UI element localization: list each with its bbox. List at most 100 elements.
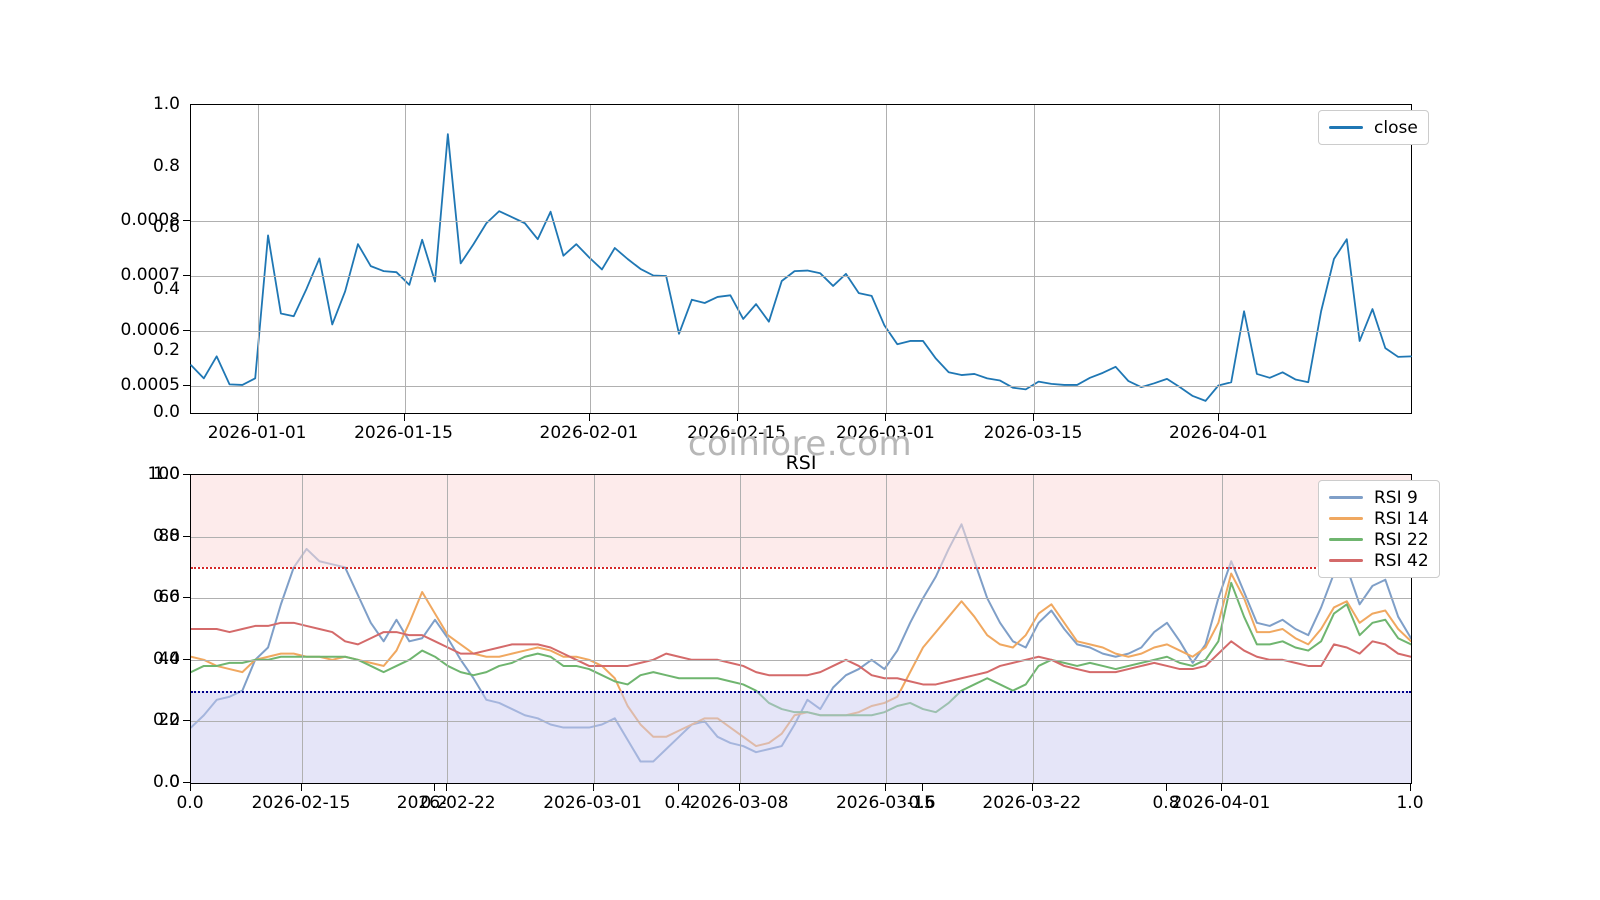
price-y-axis: 0.0005 0.0006 0.0007 0.0008 0.0 0.2 0.4 0.6 0.8 1… — [0, 94, 190, 422]
rsi-ytick-mark — [183, 535, 190, 537]
rsi-ytick-mark — [183, 658, 190, 660]
rsi-ytick-mark — [183, 782, 190, 783]
price-xtick-mark — [736, 414, 738, 421]
rsi-ytick-label: 0 — [169, 772, 180, 792]
price-xtick-label: 2026-03-15 — [983, 423, 1083, 443]
rsi-xtick-label-overlay: 0.2 — [420, 793, 448, 813]
price-xtick-label: 2026-01-15 — [354, 423, 453, 443]
price-legend: close — [1318, 110, 1429, 145]
rsi-ytick-mark — [183, 720, 190, 722]
price-ytick-label: 0.0006 — [120, 319, 180, 340]
legend-color-swatch — [1329, 559, 1363, 562]
price-xtick-label: 2026-02-01 — [539, 423, 639, 443]
price-ytick-label-overlay: 0.4 — [152, 278, 180, 299]
rsi-xtick-mark-overlay — [1166, 784, 1167, 791]
legend-item: RSI 14 — [1329, 508, 1429, 529]
price-xtick-label: 2026-01-01 — [207, 423, 307, 443]
rsi-xtick-label-overlay: 0.4 — [664, 793, 692, 813]
price-ytick-label: 0.0005 — [120, 374, 180, 395]
rsi-gridline-horizontal — [191, 721, 1411, 723]
rsi-gridline-vertical — [1032, 475, 1034, 783]
price-gridline-vertical — [589, 105, 591, 413]
price-xtick-mark — [257, 414, 259, 421]
overbought-band — [191, 475, 1411, 568]
rsi-x-axis: 2026-02-15 2026-02-22 2026-03-01 2026-03-08… — [176, 784, 1424, 824]
price-ytick-label-overlay: 0.0 — [152, 402, 180, 422]
rsi-gridline-vertical — [1221, 475, 1223, 783]
rsi-xtick-mark — [446, 784, 448, 791]
legend-label: RSI 14 — [1374, 508, 1429, 529]
price-xtick-mark — [885, 414, 887, 421]
rsi-xtick-mark — [1220, 784, 1222, 791]
rsi-gridline-horizontal — [191, 598, 1411, 600]
overbought-threshold-line — [191, 567, 1411, 570]
rsi-xtick-label-overlay: 0.6 — [908, 793, 936, 813]
legend-label: close — [1374, 117, 1418, 138]
oversold-band — [191, 690, 1411, 783]
price-gridline-horizontal — [191, 275, 1411, 277]
rsi-ytick-mark — [183, 474, 190, 475]
rsi-ytick-label-overlay: 0.2 — [152, 710, 180, 731]
rsi-ytick-label-overlay: 1.0 — [152, 464, 180, 484]
rsi-ytick-label: 20 — [158, 710, 180, 731]
price-xtick-label: 2026-03-01 — [835, 423, 935, 443]
legend-color-swatch — [1329, 126, 1363, 129]
rsi-subplot-title: RSI — [785, 452, 817, 474]
rsi-y-axis: 0 20 40 60 80 100 0.0 0.2 0.4 0.6 0.8 1.0 — [0, 464, 190, 792]
rsi-plot-area — [190, 474, 1412, 784]
rsi-xtick-mark-overlay — [922, 784, 923, 791]
rsi-gridline-horizontal — [191, 536, 1411, 538]
rsi-ytick-label-overlay: 0.6 — [152, 587, 180, 608]
price-ytick-mark — [183, 274, 190, 276]
rsi-gridline-vertical — [447, 475, 449, 783]
legend-color-swatch — [1329, 538, 1363, 541]
price-series-svg — [191, 105, 1411, 413]
price-xtick-mark — [588, 414, 590, 421]
rsi-xtick-label: 2026-02-22 — [396, 793, 496, 813]
price-gridline-horizontal — [191, 330, 1411, 332]
price-xtick-mark — [403, 414, 405, 421]
price-gridline-vertical — [404, 105, 406, 413]
rsi-xtick-label: 2026-03-08 — [689, 793, 789, 813]
price-ytick-label-overlay: 0.8 — [152, 155, 180, 176]
rsi-xtick-mark — [301, 784, 303, 791]
rsi-xtick-mark — [885, 784, 887, 791]
rsi-ytick-label: 40 — [158, 648, 180, 669]
legend-color-swatch — [1329, 517, 1363, 520]
legend-label: RSI 22 — [1374, 529, 1429, 550]
rsi-ytick-label: 80 — [158, 525, 180, 546]
rsi-xtick-label: 2026-04-01 — [1171, 793, 1271, 813]
legend-item: close — [1329, 117, 1418, 138]
rsi-xtick-label: 2026-03-15 — [835, 793, 935, 813]
rsi-ytick-label-overlay: 0.8 — [152, 525, 180, 546]
watermark: coinlore.com — [687, 424, 913, 464]
rsi-ytick-label: 100 — [147, 464, 180, 484]
rsi-gridline-vertical — [302, 475, 304, 783]
rsi-xtick-mark-overlay — [190, 784, 191, 791]
oversold-threshold-line — [191, 690, 1411, 693]
rsi-xtick-mark — [739, 784, 740, 791]
legend-label: RSI 9 — [1374, 487, 1418, 508]
price-ytick-mark — [183, 219, 190, 221]
price-ytick-mark — [183, 384, 190, 386]
price-ytick-label-overlay: 0.2 — [152, 340, 180, 361]
price-gridline-vertical — [258, 105, 260, 413]
rsi-ytick-label-overlay: 0.0 — [152, 772, 180, 792]
rsi-xtick-mark — [592, 784, 594, 791]
price-xtick-mark — [1033, 414, 1035, 421]
rsi-ytick-label: 60 — [158, 587, 180, 608]
rsi-gridline-vertical — [740, 475, 741, 783]
price-ytick-label-overlay: 0.6 — [152, 217, 180, 238]
rsi-xtick-mark-overlay — [1410, 784, 1411, 791]
price-xtick-mark — [1218, 414, 1220, 421]
rsi-gridline-horizontal — [191, 659, 1411, 661]
rsi-xtick-label: 2026-03-01 — [543, 793, 642, 813]
price-gridline-vertical — [737, 105, 739, 413]
price-x-axis: 2026-01-01 2026-01-15 2026-02-01 2026-02-15… — [190, 414, 1412, 454]
legend-item: RSI 9 — [1329, 487, 1429, 508]
rsi-xtick-label: 2026-03-22 — [982, 793, 1082, 813]
price-ytick-mark — [183, 329, 190, 331]
rsi-xtick-mark-overlay — [434, 784, 435, 791]
price-xtick-label: 2026-04-01 — [1169, 423, 1268, 443]
